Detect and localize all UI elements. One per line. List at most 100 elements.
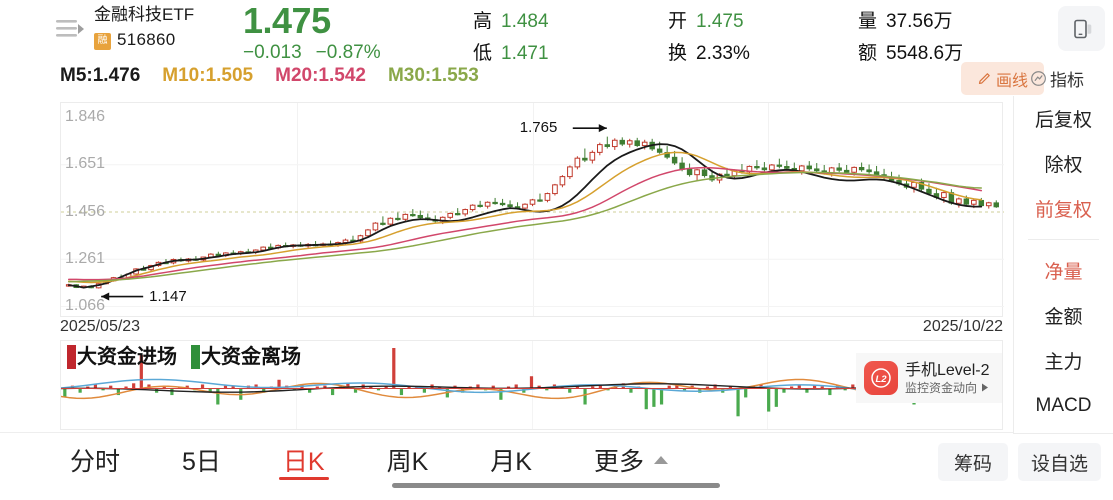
level2-promo-subtitle: 监控资金动向 <box>905 380 978 395</box>
level2-promo-title: 手机Level-2 <box>905 361 990 379</box>
ma-legend-item-2: M20:1.542 <box>275 65 366 86</box>
ma-legend-list: M5:1.476 M10:1.505 M20:1.542 M30:1.553 <box>60 65 479 87</box>
price-block: 1.475 −0.013 −0.87% <box>243 0 381 65</box>
sidebar-item-6[interactable]: MACD <box>1035 394 1092 416</box>
legend-outflow: 大资金离场 <box>191 345 301 369</box>
change-row: −0.013 −0.87% <box>243 41 381 65</box>
high-marker-label: 1.765 <box>519 119 558 137</box>
change-percent: −0.87% <box>315 42 381 63</box>
ma-legend-item-1: M10:1.505 <box>162 65 254 86</box>
y-tick-4: 1.066 <box>65 297 106 314</box>
draw-button-label: 画线 <box>995 72 1028 90</box>
date-start: 2025/05/23 <box>60 318 141 335</box>
tab-label-3: 周K <box>386 448 429 476</box>
ma-legend-item-3: M30:1.553 <box>387 65 479 86</box>
sidebar-item-2[interactable]: 前复权 <box>1034 200 1092 221</box>
stat-volume: 量 37.56万 <box>858 6 963 38</box>
level2-promo-subtitle-row: 监控资金动向 <box>905 380 989 396</box>
tab-5[interactable]: 更多 <box>584 433 678 487</box>
price-chart[interactable]: 1.846 1.651 1.456 1.261 1.066 1.765 1.147 <box>60 102 1004 317</box>
stats-column-high-low: 高 1.484 低 1.471 <box>473 6 549 70</box>
stat-high: 高 1.484 <box>473 6 549 38</box>
legend-inflow-swatch <box>67 345 76 369</box>
last-price: 1.475 <box>243 0 331 41</box>
phone-icon[interactable] <box>1058 6 1105 51</box>
stat-turnover: 换 2.33% <box>668 38 750 70</box>
ma-legend-row: M5:1.476 M10:1.505 M20:1.542 M30:1.553 <box>0 58 1113 100</box>
legend-outflow-label: 大资金离场 <box>201 346 301 368</box>
quote-header: 金融科技ETF 融 516860 1.475 −0.013 −0.87% 高 1… <box>0 0 1113 64</box>
svg-text:L2: L2 <box>875 374 887 385</box>
low-marker-label: 1.147 <box>149 287 187 305</box>
stats-column-volume-amount: 量 37.56万 额 5548.6万 <box>858 6 963 70</box>
stat-low-value: 1.471 <box>501 43 549 64</box>
money-flow-legend: 大资金进场 大资金离场 <box>67 345 301 369</box>
date-axis: 2025/05/23 2025/10/22 <box>60 317 1003 339</box>
change-absolute: −0.013 <box>243 42 302 63</box>
stat-high-value: 1.484 <box>501 11 549 32</box>
action-buttons: 筹码 设自选 <box>937 443 1101 481</box>
y-tick-2: 1.456 <box>65 202 106 220</box>
sidebar-item-3[interactable]: 净量 <box>1044 262 1083 283</box>
stat-low-key: 低 <box>473 43 493 64</box>
play-icon <box>982 383 989 392</box>
stat-amount-key: 额 <box>858 43 878 64</box>
ma-legend-item-0: M5:1.476 <box>60 65 141 86</box>
sidebar-item-0[interactable]: 后复权 <box>1034 110 1092 131</box>
sidebar-divider <box>1028 239 1099 240</box>
legend-inflow: 大资金进场 <box>67 345 177 369</box>
tab-3[interactable]: 周K <box>377 433 439 487</box>
tab-1[interactable]: 5日 <box>172 433 231 487</box>
draw-button[interactable]: 画线 <box>961 62 1044 95</box>
indicator-button[interactable]: 指标 <box>1030 60 1113 96</box>
tab-4[interactable]: 月K <box>480 433 542 487</box>
level2-promo-text: 手机Level-2 监控资金动向 <box>905 361 989 396</box>
list-arrow-icon[interactable] <box>52 14 88 44</box>
sidebar-item-5[interactable]: 主力 <box>1044 352 1083 373</box>
sidebar-item-4[interactable]: 金额 <box>1044 307 1083 328</box>
stock-name: 金融科技ETF <box>94 5 195 24</box>
level2-promo-banner[interactable]: L2 手机Level-2 监控资金动向 <box>856 353 1002 403</box>
indicator-button-label: 指标 <box>1050 70 1084 90</box>
money-flow-chart[interactable]: 大资金进场 大资金离场 L2 手机Level-2 监控资金动向 <box>60 340 1003 430</box>
y-tick-0: 1.846 <box>65 108 106 125</box>
stat-amount-value: 5548.6万 <box>886 43 964 64</box>
pencil-icon <box>978 72 990 84</box>
stock-code: 516860 <box>117 30 176 49</box>
stat-volume-value: 37.56万 <box>886 11 953 32</box>
margin-badge: 融 <box>94 32 111 50</box>
legend-inflow-label: 大资金进场 <box>77 346 177 368</box>
stats-column-open-turnover: 开 1.475 换 2.33% <box>668 6 750 70</box>
stat-turnover-value: 2.33% <box>696 43 750 64</box>
candlestick-canvas <box>61 103 1004 316</box>
horizontal-scrollbar[interactable] <box>392 483 720 488</box>
stock-code-row: 融 516860 <box>94 30 244 50</box>
period-tab-list: 分时 5日 日K 周K 月K 更多 <box>60 433 678 487</box>
y-tick-3: 1.261 <box>65 249 106 267</box>
date-end: 2025/10/22 <box>922 318 1003 335</box>
stat-open-key: 开 <box>668 11 688 32</box>
stat-open-value: 1.475 <box>696 11 744 32</box>
tab-label-2: 日K <box>282 448 325 476</box>
chips-button[interactable]: 筹码 <box>937 443 1008 481</box>
legend-outflow-swatch <box>191 345 200 369</box>
stat-low: 低 1.471 <box>473 38 549 70</box>
indicator-sidebar[interactable]: 后复权除权前复权净量金额主力 MACD <box>1013 96 1113 434</box>
stat-amount: 额 5548.6万 <box>858 38 963 70</box>
stat-turnover-key: 换 <box>668 43 688 64</box>
stat-volume-key: 量 <box>858 11 878 32</box>
tab-label-0: 分时 <box>70 448 121 476</box>
tab-2[interactable]: 日K <box>273 433 335 487</box>
add-watchlist-button[interactable]: 设自选 <box>1017 443 1101 481</box>
y-tick-1: 1.651 <box>65 155 106 173</box>
tab-label-1: 5日 <box>182 448 221 476</box>
tab-label-4: 月K <box>490 448 532 476</box>
stat-open: 开 1.475 <box>668 6 750 38</box>
tab-0[interactable]: 分时 <box>60 433 130 487</box>
period-tabbar: 分时 5日 日K 周K 月K 更多 筹码 设自选 <box>0 432 1113 500</box>
caret-up-icon <box>654 456 668 464</box>
sidebar-item-1[interactable]: 除权 <box>1044 155 1083 176</box>
money-flow-canvas <box>61 341 1002 429</box>
gauge-icon <box>1031 70 1046 86</box>
stat-high-key: 高 <box>473 11 493 32</box>
